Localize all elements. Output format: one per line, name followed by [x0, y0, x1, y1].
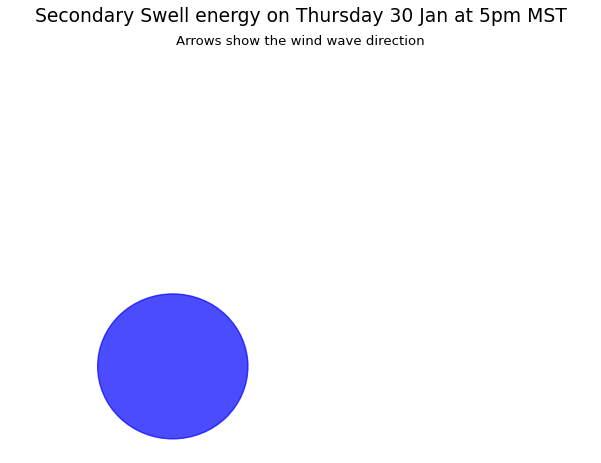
Ellipse shape — [97, 294, 248, 439]
Text: Arrows show the wind wave direction: Arrows show the wind wave direction — [176, 35, 425, 48]
Text: Secondary Swell energy on Thursday 30 Jan at 5pm MST: Secondary Swell energy on Thursday 30 Ja… — [35, 6, 566, 25]
